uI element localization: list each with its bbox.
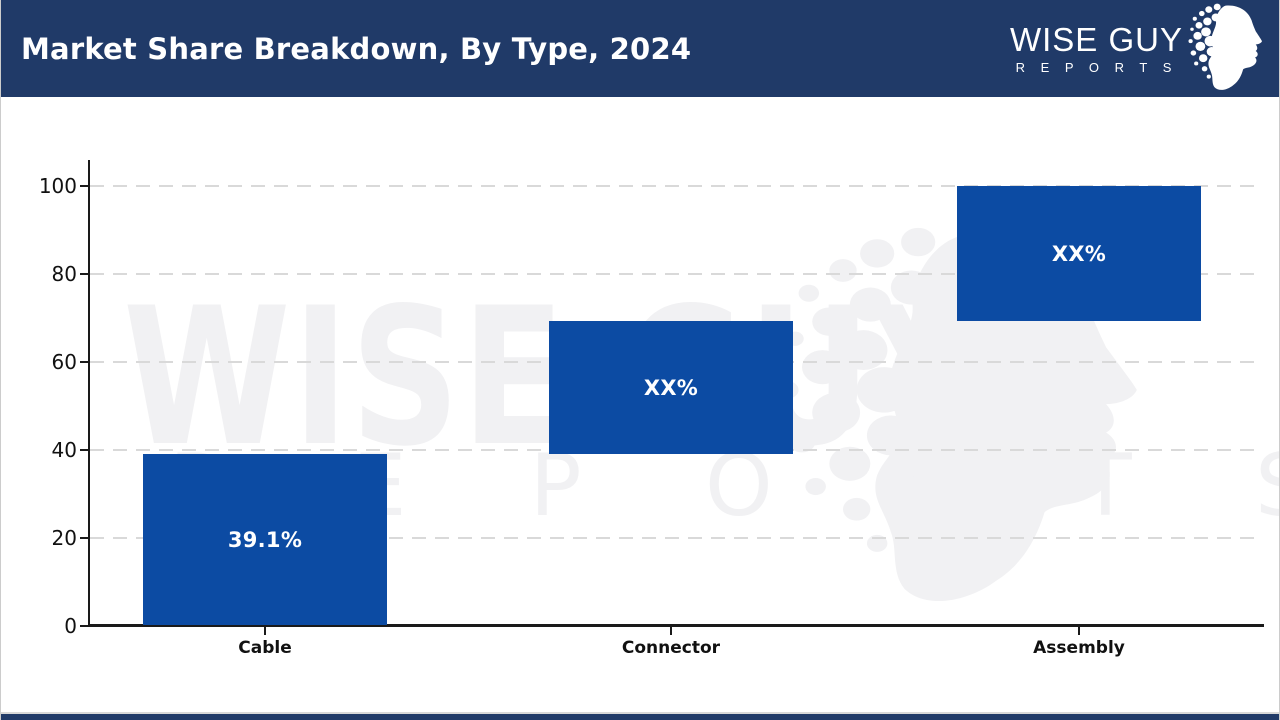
x-tick-mark	[1078, 627, 1080, 635]
bar-value-label: XX%	[643, 375, 699, 400]
bar-segment: 39.1%	[143, 453, 387, 626]
y-gridline	[90, 272, 1263, 275]
y-tick-mark	[80, 185, 88, 188]
x-category-label: Cable	[238, 638, 292, 658]
y-gridline	[90, 536, 1263, 539]
y-tick-mark	[80, 360, 88, 363]
bar-value-label: XX%	[1051, 241, 1107, 266]
logo-wiseguy-label: WISE GUY	[1009, 21, 1183, 58]
x-category-label: Assembly	[1033, 638, 1125, 658]
y-tick-label: 20	[51, 525, 77, 550]
y-tick-label: 80	[51, 261, 77, 286]
bar-value-label: 39.1%	[227, 527, 303, 552]
y-tick-mark	[80, 536, 88, 539]
footer-bar	[1, 714, 1279, 720]
bar-segment: XX%	[549, 321, 793, 454]
x-tick-mark	[264, 627, 266, 635]
bar-segment: XX%	[957, 186, 1201, 322]
page-title: Market Share Breakdown, By Type, 2024	[21, 31, 692, 66]
footer-divider	[1, 712, 1279, 714]
y-tick-mark	[80, 624, 88, 627]
x-category-label: Connector	[621, 638, 721, 658]
y-tick-mark	[80, 272, 88, 275]
x-tick-mark	[670, 627, 672, 635]
header: Market Share Breakdown, By Type, 2024 WI…	[1, 0, 1279, 97]
y-axis-spine	[88, 160, 90, 627]
x-axis-spine	[88, 624, 1264, 627]
y-tick-mark	[80, 448, 88, 451]
brand-logo-text: WISE GUY R E P O R T S	[1010, 23, 1183, 74]
logo-reports-label: R E P O R T S	[1015, 60, 1178, 75]
y-tick-label: 100	[38, 174, 77, 199]
y-tick-label: 0	[64, 613, 77, 638]
y-tick-label: 40	[51, 437, 77, 462]
brand-logo: WISE GUY R E P O R T S	[1010, 3, 1269, 95]
y-tick-label: 60	[51, 349, 77, 374]
y-gridline	[90, 185, 1263, 188]
